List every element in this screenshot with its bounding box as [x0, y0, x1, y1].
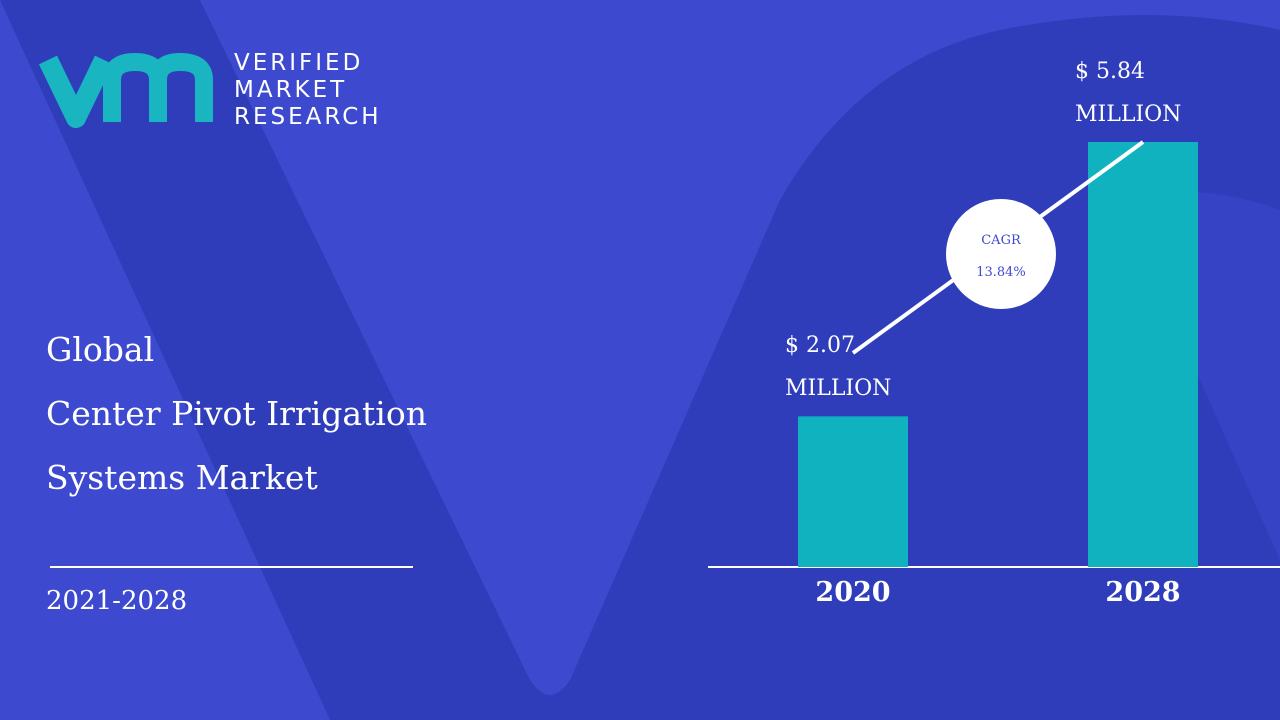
title-line: Center Pivot Irrigation	[46, 394, 427, 433]
bar	[1088, 142, 1198, 567]
cagr-value: 13.84%	[976, 265, 1026, 280]
bar	[798, 416, 908, 567]
logo-m	[103, 52, 213, 122]
x-tick-label: 2020	[815, 577, 891, 608]
logo-line: VERIFIED	[234, 50, 364, 76]
cagr-label: CAGR	[981, 233, 1021, 248]
title: Global Center Pivot Irrigation Systems M…	[46, 318, 427, 510]
v-edge	[0, 0, 330, 720]
bars	[798, 142, 1198, 567]
logo-line: MARKET	[234, 77, 348, 103]
title-line: Global	[46, 330, 155, 369]
cagr: CAGR 13.84%	[946, 225, 1056, 289]
title-line: Systems Market	[46, 458, 318, 497]
x-tick-label: 2028	[1105, 577, 1181, 608]
logo-v	[38, 55, 114, 128]
logo-line: RESEARCH	[234, 104, 382, 130]
value-label: $ 5.84 MILLION	[1075, 59, 1182, 127]
cagr-circle	[946, 199, 1056, 309]
value-label: $ 2.07 MILLION	[785, 333, 892, 402]
logo-text: VERIFIED MARKET RESEARCH	[234, 50, 382, 131]
period: 2021-2028	[46, 586, 188, 616]
